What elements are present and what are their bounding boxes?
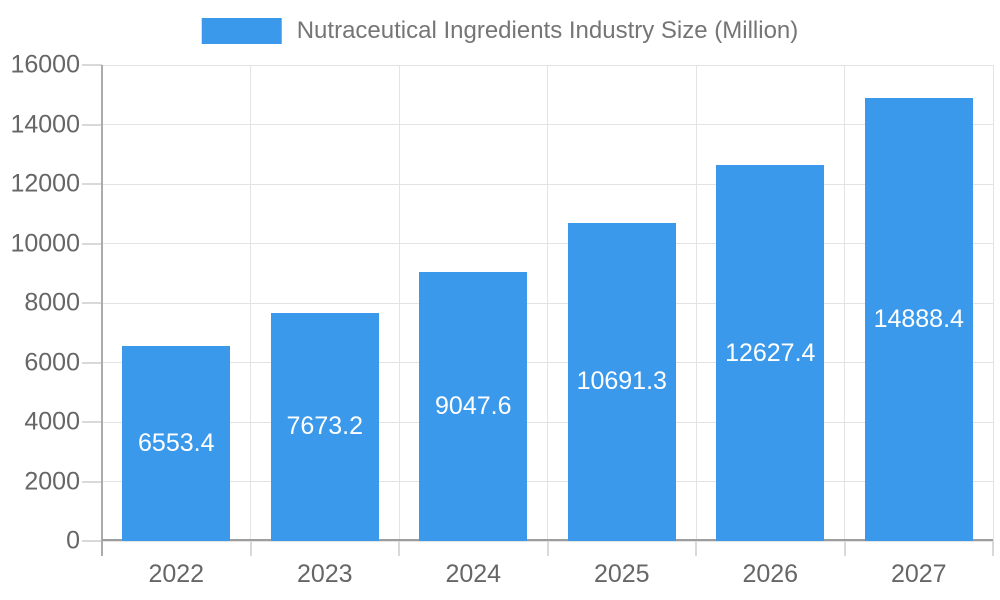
bar-2025-text: 10691.3	[576, 367, 667, 396]
bar-2023-text: 7673.2	[286, 412, 363, 441]
y-tick-4000	[82, 421, 102, 423]
y-axis-label-16000: 16000	[10, 50, 80, 79]
x-axis-label-2025: 2025	[593, 560, 650, 588]
bar-2027[interactable]: 14888.4	[864, 98, 973, 541]
y-axis-label-12000: 12000	[10, 169, 80, 198]
legend-swatch-icon	[201, 18, 282, 44]
v-gridline-2	[398, 65, 400, 541]
y-tick-14000	[82, 123, 102, 126]
x-axis-line	[102, 539, 993, 541]
x-tick-2	[398, 541, 400, 556]
x-axis-label-2024: 2024	[445, 560, 502, 588]
y-axis-label-4000: 4000	[24, 407, 80, 436]
v-gridline-5	[844, 65, 845, 541]
v-gridline-6	[992, 65, 994, 541]
y-tick-8000	[82, 302, 102, 304]
y-tick-10000	[82, 242, 102, 245]
bar-2026[interactable]: 12627.4	[716, 165, 825, 541]
x-tick-5	[843, 541, 846, 556]
y-axis-label-6000: 6000	[24, 348, 80, 376]
y-axis-label-10000: 10000	[10, 229, 80, 257]
legend[interactable]: Nutraceutical Ingredients Industry Size …	[201, 17, 799, 45]
y-tick-2000	[82, 480, 102, 483]
v-gridline-3	[547, 65, 548, 541]
y-tick-0	[82, 540, 102, 542]
y-axis-label-0: 0	[66, 526, 80, 555]
y-axis-label-14000: 14000	[10, 110, 80, 138]
bar-2025[interactable]: 10691.3	[567, 222, 676, 541]
y-axis-label-2000: 2000	[24, 467, 80, 495]
v-gridline-4	[695, 65, 697, 541]
bar-2022-text: 6553.4	[138, 429, 215, 457]
x-axis-label-2027: 2027	[890, 560, 947, 588]
y-axis-line	[101, 65, 103, 556]
legend-label: Nutraceutical Ingredients Industry Size …	[296, 17, 799, 44]
bar-2027-text: 14888.4	[873, 305, 964, 334]
y-axis-label-8000: 8000	[24, 288, 80, 317]
bar-2022[interactable]: 6553.4	[122, 346, 231, 541]
y-tick-16000	[82, 64, 102, 66]
x-axis-label-2022: 2022	[148, 560, 205, 588]
x-tick-4	[695, 541, 697, 556]
x-tick-3	[546, 541, 549, 556]
x-tick-1	[249, 541, 252, 556]
plot-area: 0 2000 4000 6000 8000 10000 12000 14000 16000 655…	[10, 52, 994, 587]
y-tick-12000	[82, 183, 102, 185]
y-tick-6000	[82, 361, 102, 364]
bar-2024-text: 9047.6	[435, 391, 512, 420]
bar-2023[interactable]: 7673.2	[270, 312, 379, 541]
x-axis-label-2026: 2026	[742, 560, 799, 588]
bar-2024[interactable]: 9047.6	[419, 271, 528, 541]
x-axis-label-2023: 2023	[296, 560, 353, 588]
bar-2026-text: 12627.4	[725, 338, 816, 367]
x-tick-6	[992, 541, 994, 556]
v-gridline-1	[250, 65, 251, 541]
